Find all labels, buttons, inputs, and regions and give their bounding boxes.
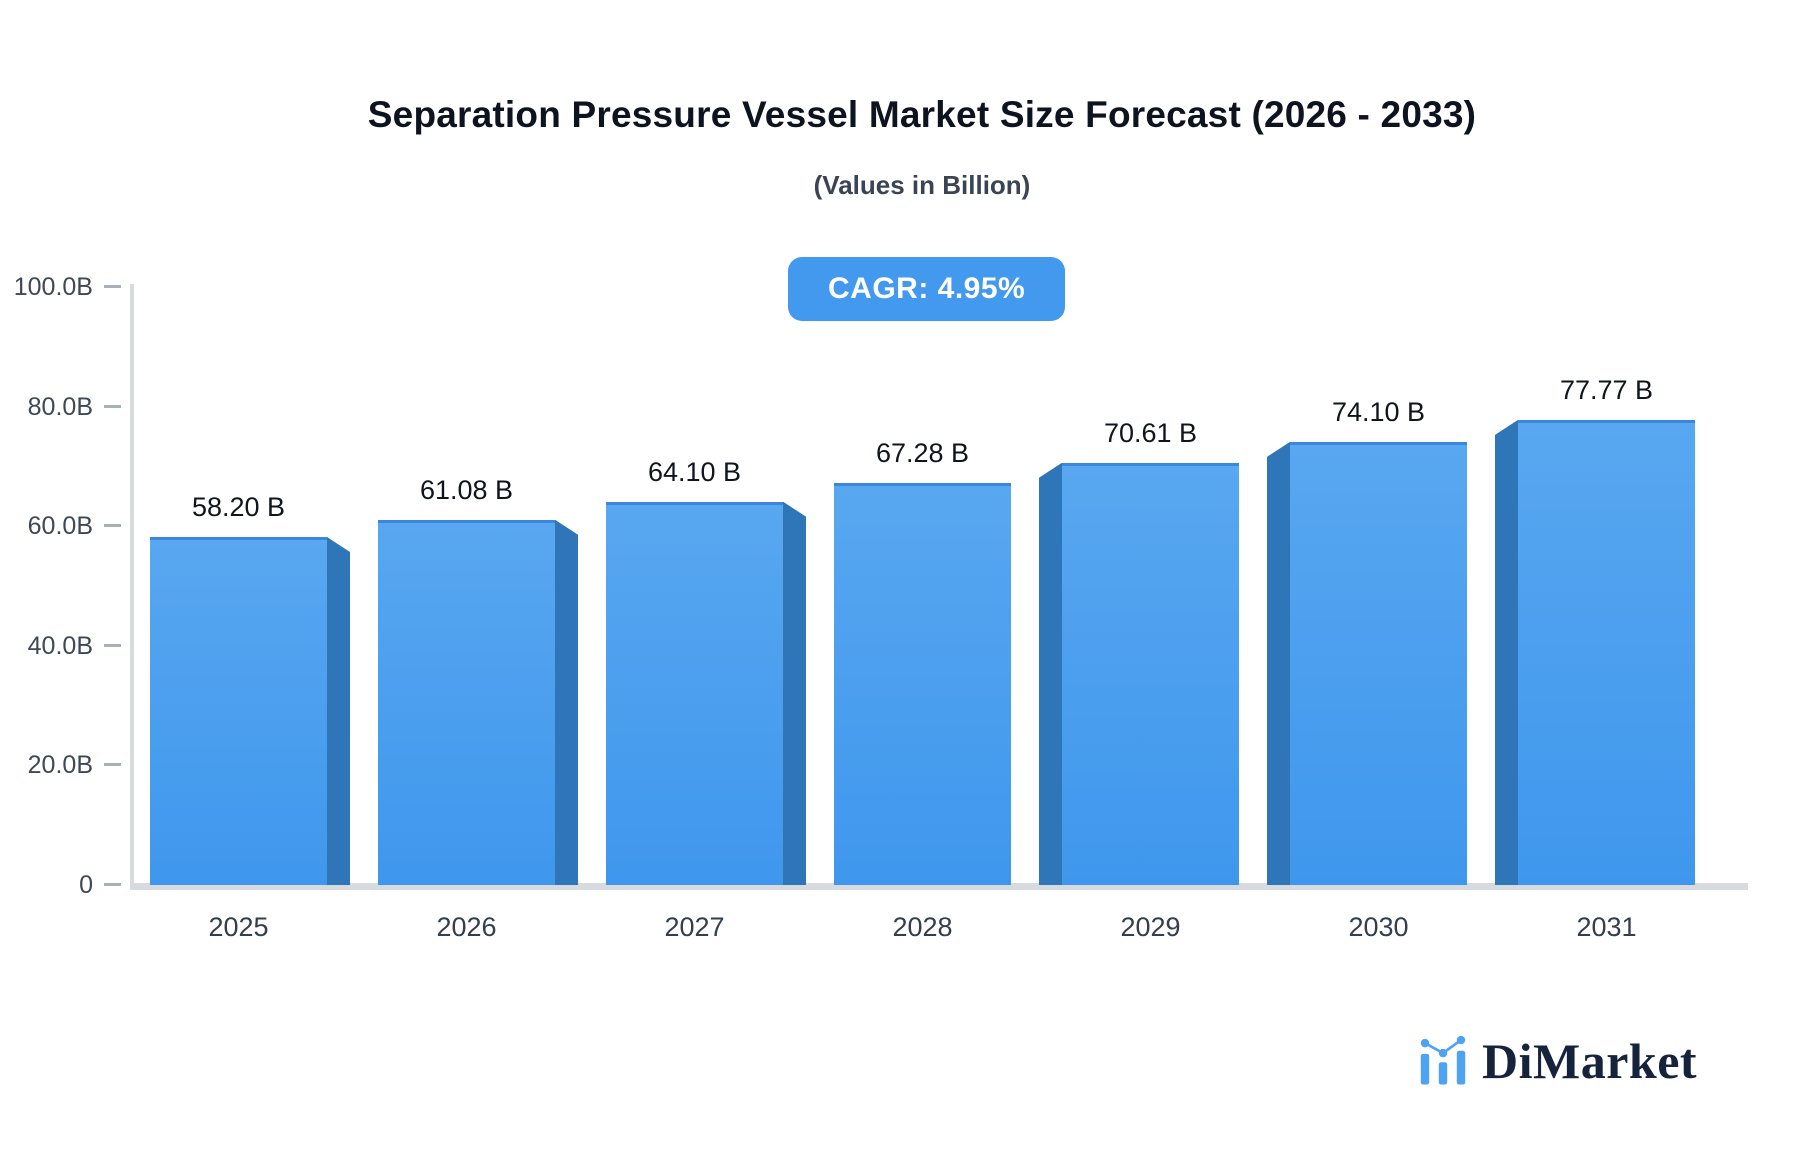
y-axis-tick: [104, 763, 121, 767]
bar-2029-side: [1039, 462, 1062, 885]
cagr-badge: CAGR: 4.95%: [788, 257, 1066, 321]
bar-value-label: 58.20 B: [191, 491, 286, 522]
bar-value-label: 67.28 B: [875, 437, 970, 468]
bar-2026: [378, 519, 555, 885]
x-axis-label: 2027: [664, 912, 725, 942]
bar-value-label: 70.61 B: [1103, 417, 1198, 448]
bar-value-label: 77.77 B: [1559, 374, 1654, 405]
bar-2027: [606, 501, 783, 885]
x-axis-label: 2031: [1576, 912, 1637, 942]
bar-2029: [1062, 462, 1239, 885]
x-axis-label: 2025: [208, 912, 269, 942]
bar-2028: [834, 482, 1011, 885]
bar-2025-side: [327, 536, 350, 885]
y-axis-tick: [104, 285, 121, 288]
y-axis-tick: [104, 883, 121, 886]
y-axis-label: 60.0B: [27, 512, 93, 541]
y-axis-tick: [104, 643, 121, 647]
y-axis-label: 0: [79, 871, 93, 899]
y-axis-line: [130, 284, 134, 890]
bar-2025: [150, 536, 327, 885]
bar-2030: [1290, 441, 1467, 885]
bar-2027-side: [783, 501, 806, 885]
chart-title: Separation Pressure Vessel Market Size F…: [367, 94, 1477, 135]
y-axis-label: 80.0B: [27, 392, 93, 421]
bar-value-label: 61.08 B: [419, 474, 514, 505]
x-axis-label: 2030: [1348, 912, 1409, 942]
bar-value-label: 74.10 B: [1331, 396, 1426, 427]
brand-logo: DiMarket: [1420, 1028, 1697, 1092]
chart-subtitle: (Values in Billion): [813, 170, 1031, 200]
x-axis-line: [130, 883, 1748, 890]
y-axis-tick: [104, 404, 121, 408]
bar-value-label: 64.10 B: [647, 456, 742, 487]
y-axis-label: 40.0B: [27, 631, 93, 660]
y-axis-label: 20.0B: [27, 751, 93, 780]
bar-2031: [1518, 419, 1695, 885]
bar-2030-side: [1267, 441, 1290, 885]
bar-2031-side: [1495, 419, 1518, 885]
dimarket-logo-icon: [1420, 1035, 1466, 1085]
bar-2026-side: [555, 519, 578, 885]
brand-name: DiMarket: [1482, 1033, 1698, 1089]
x-axis-label: 2028: [892, 912, 953, 942]
x-axis-label: 2026: [436, 912, 497, 942]
x-axis-label: 2029: [1120, 912, 1181, 942]
y-axis-label: 100.0B: [13, 273, 93, 301]
y-axis-tick: [104, 524, 121, 528]
